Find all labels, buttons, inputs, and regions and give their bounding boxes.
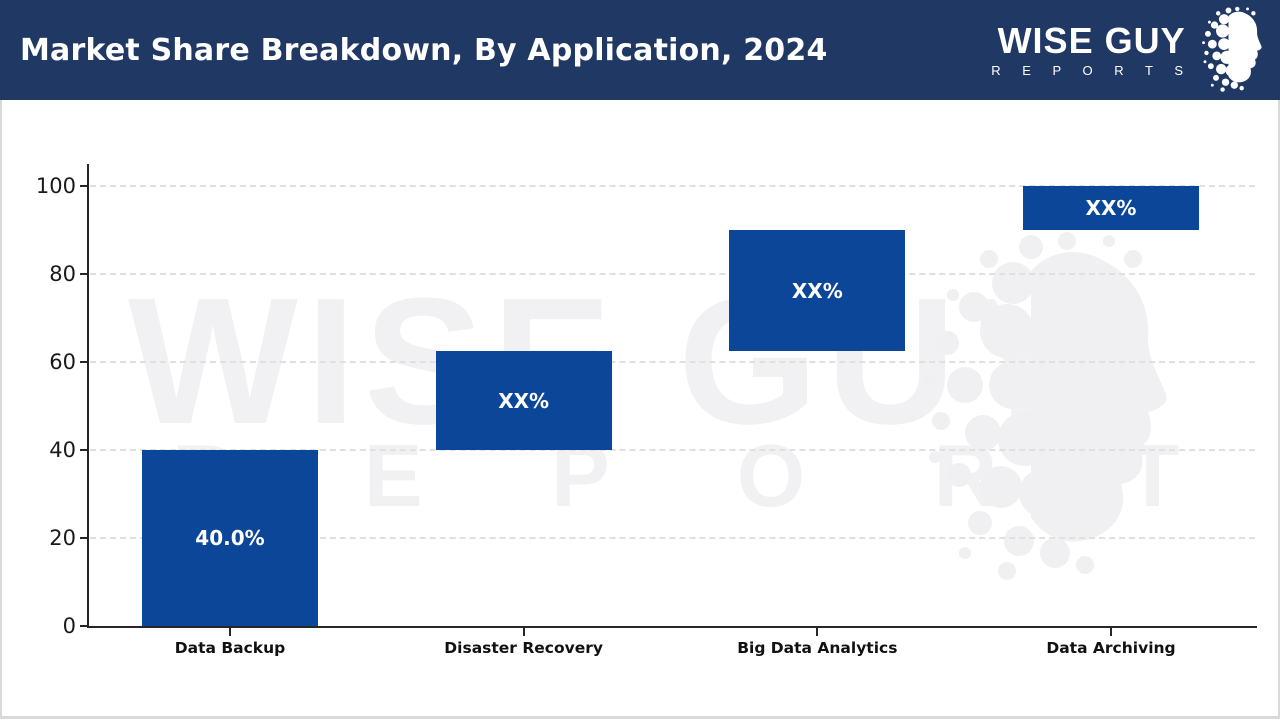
x-axis-line bbox=[87, 626, 1257, 628]
y-tick-label: 20 bbox=[49, 526, 76, 550]
gridline-20 bbox=[90, 537, 1255, 539]
brand-subtitle: R E P O R T S bbox=[991, 62, 1192, 78]
y-tick-mark bbox=[80, 625, 88, 627]
gridline-100 bbox=[90, 185, 1255, 187]
bar-big-data-analytics: XX% bbox=[729, 230, 906, 351]
y-tick-mark bbox=[80, 537, 88, 539]
bar-value-label: 40.0% bbox=[195, 526, 265, 550]
y-tick-mark bbox=[80, 273, 88, 275]
brand-logo-text: WISE GUY R E P O R T S bbox=[991, 19, 1192, 78]
bar-data-archiving: XX% bbox=[1023, 186, 1199, 230]
bar-value-label: XX% bbox=[791, 278, 843, 303]
bar-value-label: XX% bbox=[1085, 196, 1137, 220]
bar-value-label: XX% bbox=[498, 388, 550, 413]
y-axis-line bbox=[87, 164, 89, 628]
x-category-label: Data Backup bbox=[174, 639, 286, 657]
y-tick-mark bbox=[80, 449, 88, 451]
gridline-60 bbox=[90, 361, 1255, 363]
y-tick-mark bbox=[80, 361, 88, 363]
y-tick-label: 0 bbox=[62, 614, 76, 638]
x-tick-mark bbox=[522, 628, 525, 636]
brand-name: WISE GUY bbox=[997, 19, 1186, 61]
brand-logo: WISE GUY R E P O R T S bbox=[991, 6, 1264, 94]
gridline-40 bbox=[90, 449, 1255, 451]
bar-disaster-recovery: XX% bbox=[435, 351, 612, 450]
x-category-label: Disaster Recovery bbox=[444, 639, 603, 657]
y-tick-mark bbox=[80, 185, 88, 187]
y-tick-label: 60 bbox=[49, 350, 76, 374]
y-tick-label: 40 bbox=[49, 438, 76, 462]
y-tick-label: 80 bbox=[49, 262, 76, 286]
x-tick-mark bbox=[229, 628, 231, 636]
x-tick-mark bbox=[1110, 628, 1112, 636]
header-bar: Market Share Breakdown, By Application, … bbox=[0, 0, 1280, 100]
page-title: Market Share Breakdown, By Application, … bbox=[20, 32, 828, 68]
x-category-label: Data Archiving bbox=[1046, 639, 1176, 657]
gridline-80 bbox=[90, 273, 1255, 275]
y-tick-label: 100 bbox=[35, 174, 76, 198]
x-category-label: Big Data Analytics bbox=[737, 639, 898, 657]
x-tick-mark bbox=[816, 628, 819, 636]
bar-data-backup: 40.0% bbox=[142, 450, 318, 626]
